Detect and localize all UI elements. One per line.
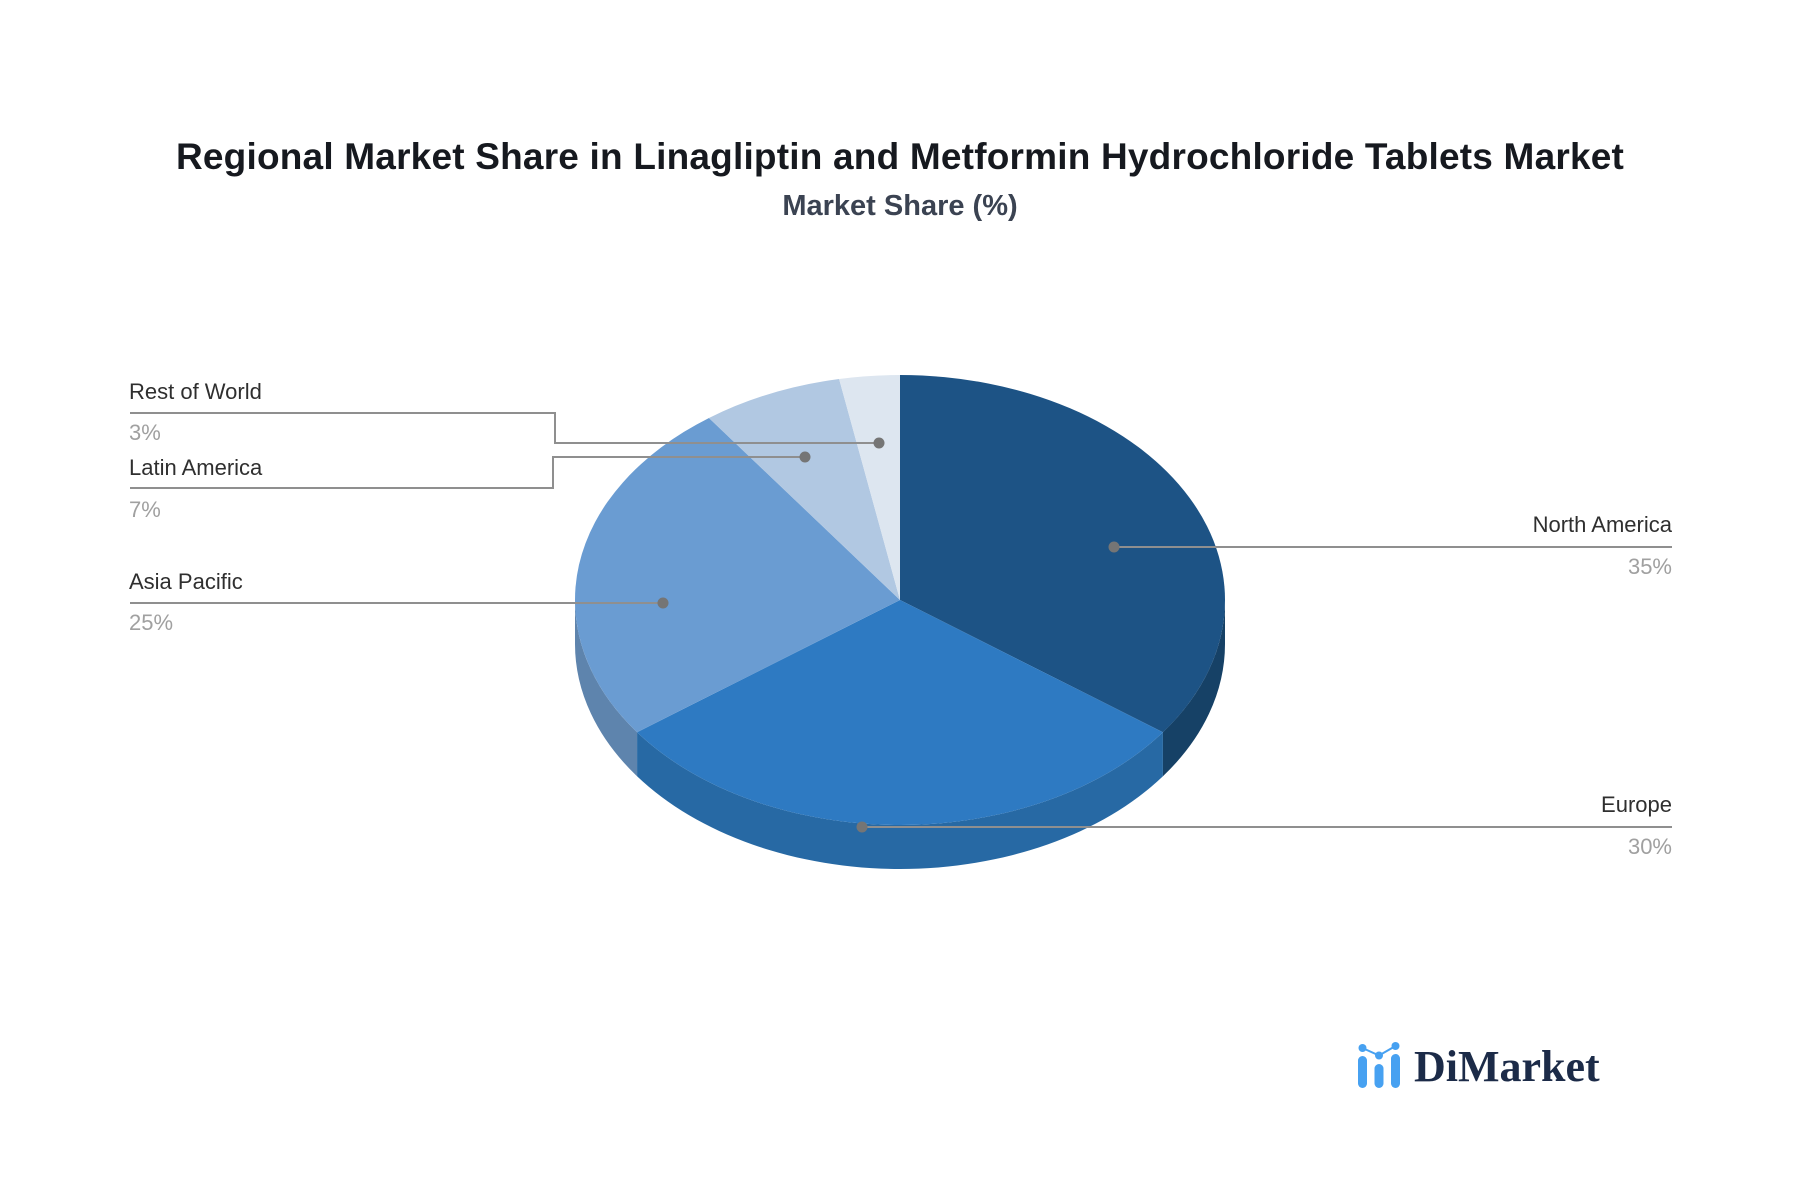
callout-label-latin-america: Latin America xyxy=(129,455,263,480)
brand-logo-text: DiMarket xyxy=(1414,1042,1600,1091)
callout-label-north-america: North America xyxy=(1532,512,1672,537)
pie-slice-side-asia-pacific xyxy=(575,600,638,777)
leader-dot-asia-pacific xyxy=(657,597,669,609)
pie-slice-asia-pacific[interactable] xyxy=(575,417,900,733)
chart-subtitle: Market Share (%) xyxy=(782,190,1018,222)
brand-logo: DiMarket xyxy=(1358,1040,1600,1090)
callout-label-europe: Europe xyxy=(1601,792,1672,817)
pie-slice-side-north-america xyxy=(1162,600,1225,777)
pie-slice-rest-of-world[interactable] xyxy=(839,375,900,600)
pie-slice-side-europe xyxy=(637,732,1163,869)
callout-value-asia-pacific: 25% xyxy=(129,610,174,635)
chart-title: Regional Market Share in Linagliptin and… xyxy=(175,136,1625,177)
pie-slice-latin-america[interactable] xyxy=(708,378,900,600)
leader-dot-north-america xyxy=(1108,541,1120,553)
callout-value-europe: 30% xyxy=(1627,834,1672,859)
leader-dot-latin-america xyxy=(799,451,811,463)
callout-value-rest-of-world: 3% xyxy=(129,420,161,445)
pie-slice-europe[interactable] xyxy=(637,600,1163,825)
callout-label-rest-of-world: Rest of World xyxy=(129,379,262,404)
callout-label-asia-pacific: Asia Pacific xyxy=(129,569,243,594)
leader-line-rest-of-world xyxy=(130,412,879,444)
bar-chart-icon xyxy=(1358,1042,1400,1088)
leader-dot-europe xyxy=(856,821,868,833)
pie-slice-north-america[interactable] xyxy=(900,375,1226,733)
leader-line-latin-america xyxy=(130,456,805,489)
callout-value-north-america: 35% xyxy=(1627,554,1672,579)
leader-dot-rest-of-world xyxy=(873,437,885,449)
callout-value-latin-america: 7% xyxy=(129,497,161,522)
